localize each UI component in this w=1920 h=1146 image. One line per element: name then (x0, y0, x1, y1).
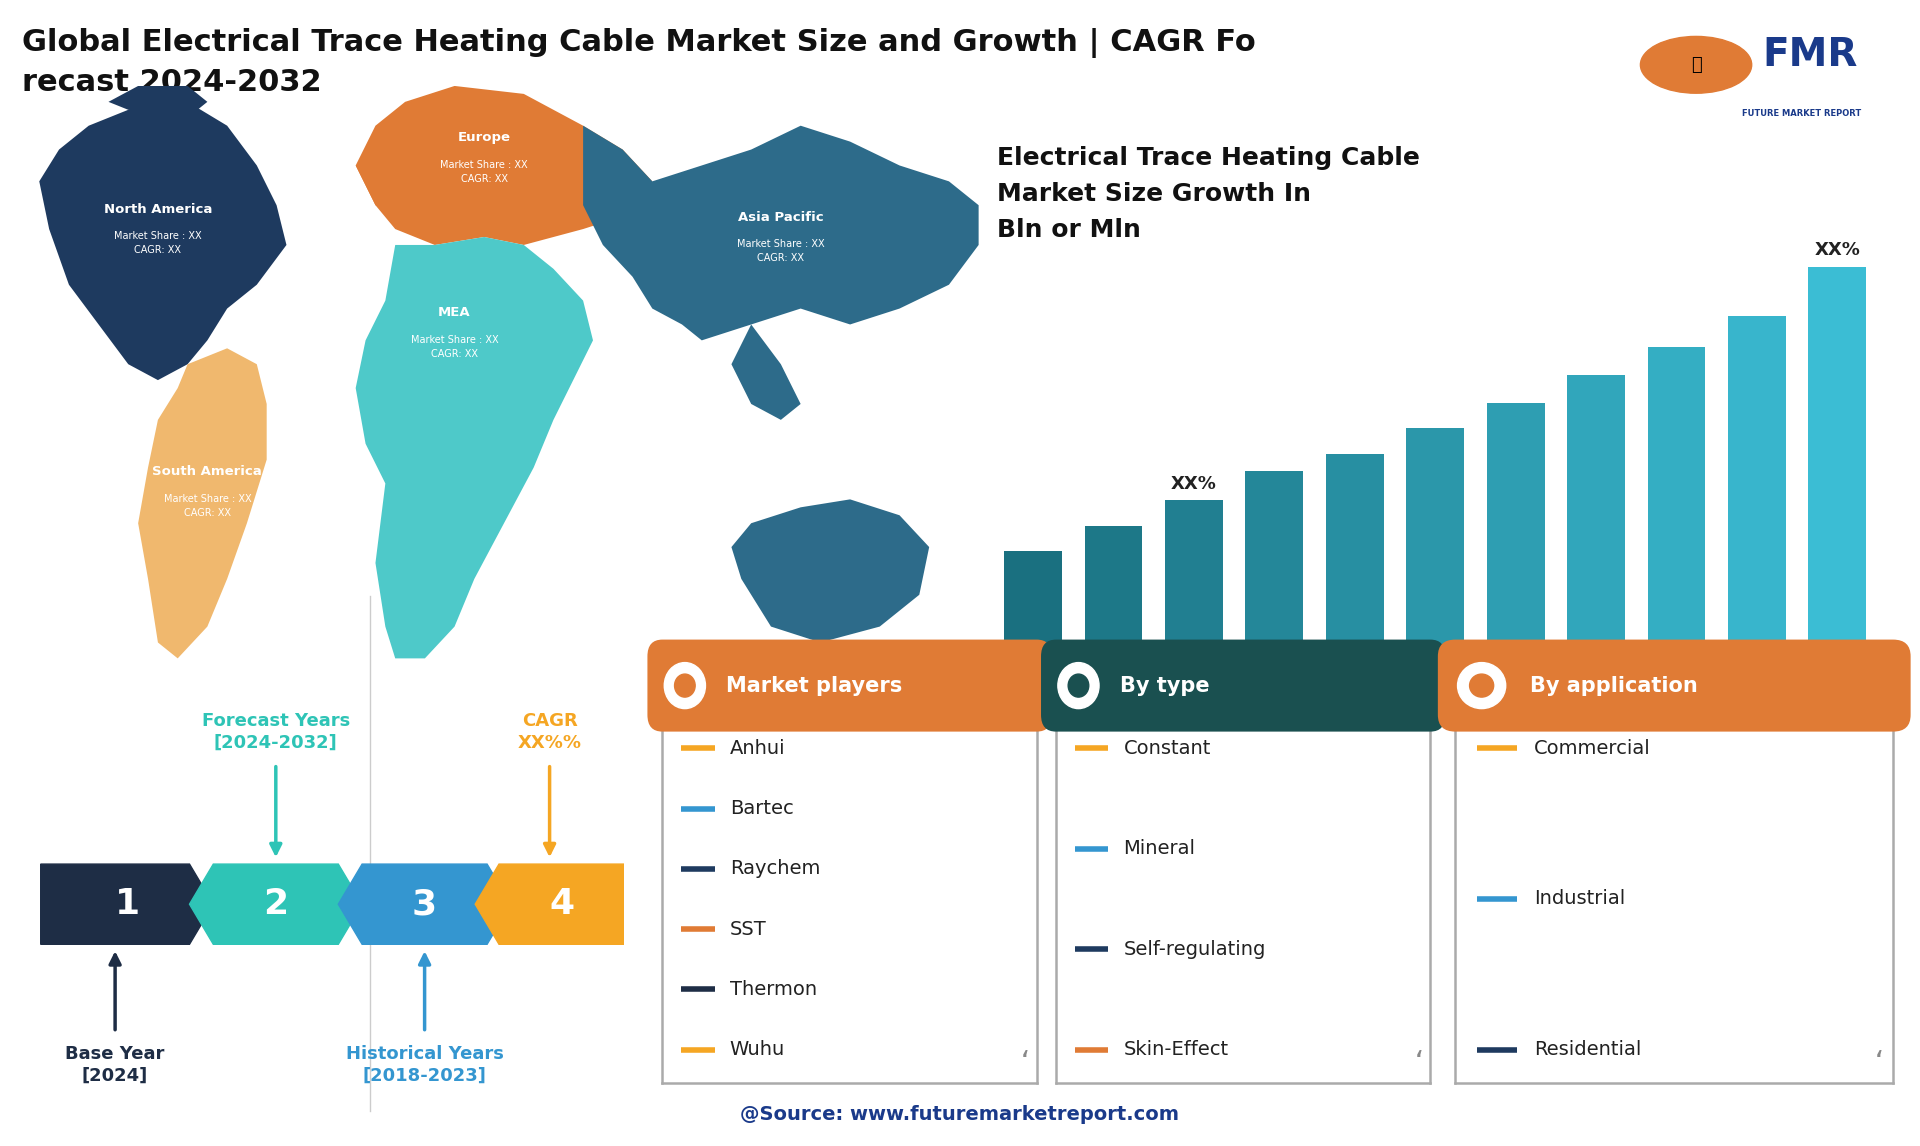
Text: ,: , (1016, 1045, 1025, 1075)
Bar (1246, 471, 1304, 670)
Polygon shape (40, 864, 213, 944)
FancyBboxPatch shape (647, 639, 1052, 731)
Text: Market Share : XX
CAGR: XX: Market Share : XX CAGR: XX (411, 335, 499, 359)
Text: North America: North America (104, 203, 211, 215)
FancyBboxPatch shape (1041, 639, 1446, 731)
Text: Residential: Residential (1534, 1041, 1642, 1059)
Polygon shape (465, 284, 553, 388)
Polygon shape (355, 86, 653, 245)
Text: Market Share : XX
CAGR: XX: Market Share : XX CAGR: XX (737, 240, 826, 264)
Text: Anhui: Anhui (730, 739, 785, 758)
Text: Bartec: Bartec (730, 799, 793, 818)
Text: XX%: XX% (1171, 474, 1217, 493)
Polygon shape (138, 348, 267, 658)
Polygon shape (355, 237, 593, 658)
Circle shape (674, 674, 695, 697)
Text: 3: 3 (413, 887, 438, 921)
Text: Historical Years
[2018-2023]: Historical Years [2018-2023] (346, 1045, 503, 1085)
Bar (1004, 551, 1062, 670)
Circle shape (1469, 674, 1494, 697)
Polygon shape (190, 864, 363, 944)
Bar (1728, 315, 1786, 670)
Text: Commercial: Commercial (1534, 739, 1651, 758)
Text: Mineral: Mineral (1123, 839, 1196, 858)
Text: Europe: Europe (457, 131, 511, 144)
Text: By application: By application (1530, 676, 1697, 696)
Text: 🏃: 🏃 (1692, 56, 1701, 73)
Text: ,: , (1870, 1045, 1880, 1075)
Text: Raychem: Raychem (730, 860, 820, 878)
Text: Skin-Effect: Skin-Effect (1123, 1041, 1229, 1059)
Text: @Source: www.futuremarketreport.com: @Source: www.futuremarketreport.com (741, 1105, 1179, 1124)
Text: Market players: Market players (726, 676, 902, 696)
Text: MEA: MEA (438, 306, 470, 319)
Text: By type: By type (1119, 676, 1210, 696)
Bar (1165, 501, 1223, 670)
Bar (1809, 267, 1866, 670)
Text: Asia Pacific: Asia Pacific (737, 211, 824, 223)
Bar (1647, 347, 1705, 670)
Text: Market Share : XX
CAGR: XX: Market Share : XX CAGR: XX (440, 159, 528, 183)
Bar (1085, 526, 1142, 670)
Text: Wuhu: Wuhu (730, 1041, 785, 1059)
Text: Electrical Trace Heating Cable
Market Size Growth In
Bln or Mln: Electrical Trace Heating Cable Market Si… (996, 146, 1419, 242)
Polygon shape (732, 324, 801, 419)
Polygon shape (920, 181, 958, 221)
Polygon shape (338, 864, 511, 944)
Circle shape (664, 662, 705, 708)
Polygon shape (355, 165, 396, 213)
Bar (1405, 429, 1465, 670)
Polygon shape (732, 500, 929, 643)
Text: 4: 4 (549, 887, 574, 921)
Bar (1486, 402, 1544, 670)
Bar (1327, 454, 1384, 670)
Circle shape (1640, 37, 1751, 93)
Text: Industrial: Industrial (1534, 889, 1626, 909)
Text: 2: 2 (263, 887, 288, 921)
Text: Market Share : XX
CAGR: XX: Market Share : XX CAGR: XX (113, 231, 202, 256)
Text: ,: , (1409, 1045, 1419, 1075)
Text: FMR: FMR (1763, 37, 1859, 74)
Bar (1567, 375, 1624, 670)
Polygon shape (476, 864, 624, 944)
Text: XX%: XX% (1814, 241, 1860, 259)
Text: FUTURE MARKET REPORT: FUTURE MARKET REPORT (1743, 109, 1862, 118)
Text: Constant: Constant (1123, 739, 1212, 758)
Circle shape (1068, 674, 1089, 697)
Text: Base Year
[2024]: Base Year [2024] (65, 1045, 165, 1085)
Text: South America: South America (152, 465, 263, 478)
Text: Forecast Years
[2024-2032]: Forecast Years [2024-2032] (202, 712, 349, 752)
Polygon shape (38, 102, 286, 380)
Circle shape (1457, 662, 1505, 708)
Text: Global Electrical Trace Heating Cable Market Size and Growth | CAGR Fo
recast 20: Global Electrical Trace Heating Cable Ma… (21, 28, 1256, 97)
Text: CAGR
XX%%: CAGR XX%% (518, 712, 582, 752)
Polygon shape (108, 86, 207, 118)
FancyBboxPatch shape (1438, 639, 1910, 731)
Polygon shape (584, 126, 979, 340)
Text: SST: SST (730, 919, 766, 939)
Text: Self-regulating: Self-regulating (1123, 940, 1265, 958)
Circle shape (1058, 662, 1098, 708)
Text: Market Share : XX
CAGR: XX: Market Share : XX CAGR: XX (163, 494, 252, 518)
Text: 1: 1 (115, 887, 140, 921)
Text: Thermon: Thermon (730, 980, 816, 999)
FancyBboxPatch shape (1624, 1, 1916, 150)
